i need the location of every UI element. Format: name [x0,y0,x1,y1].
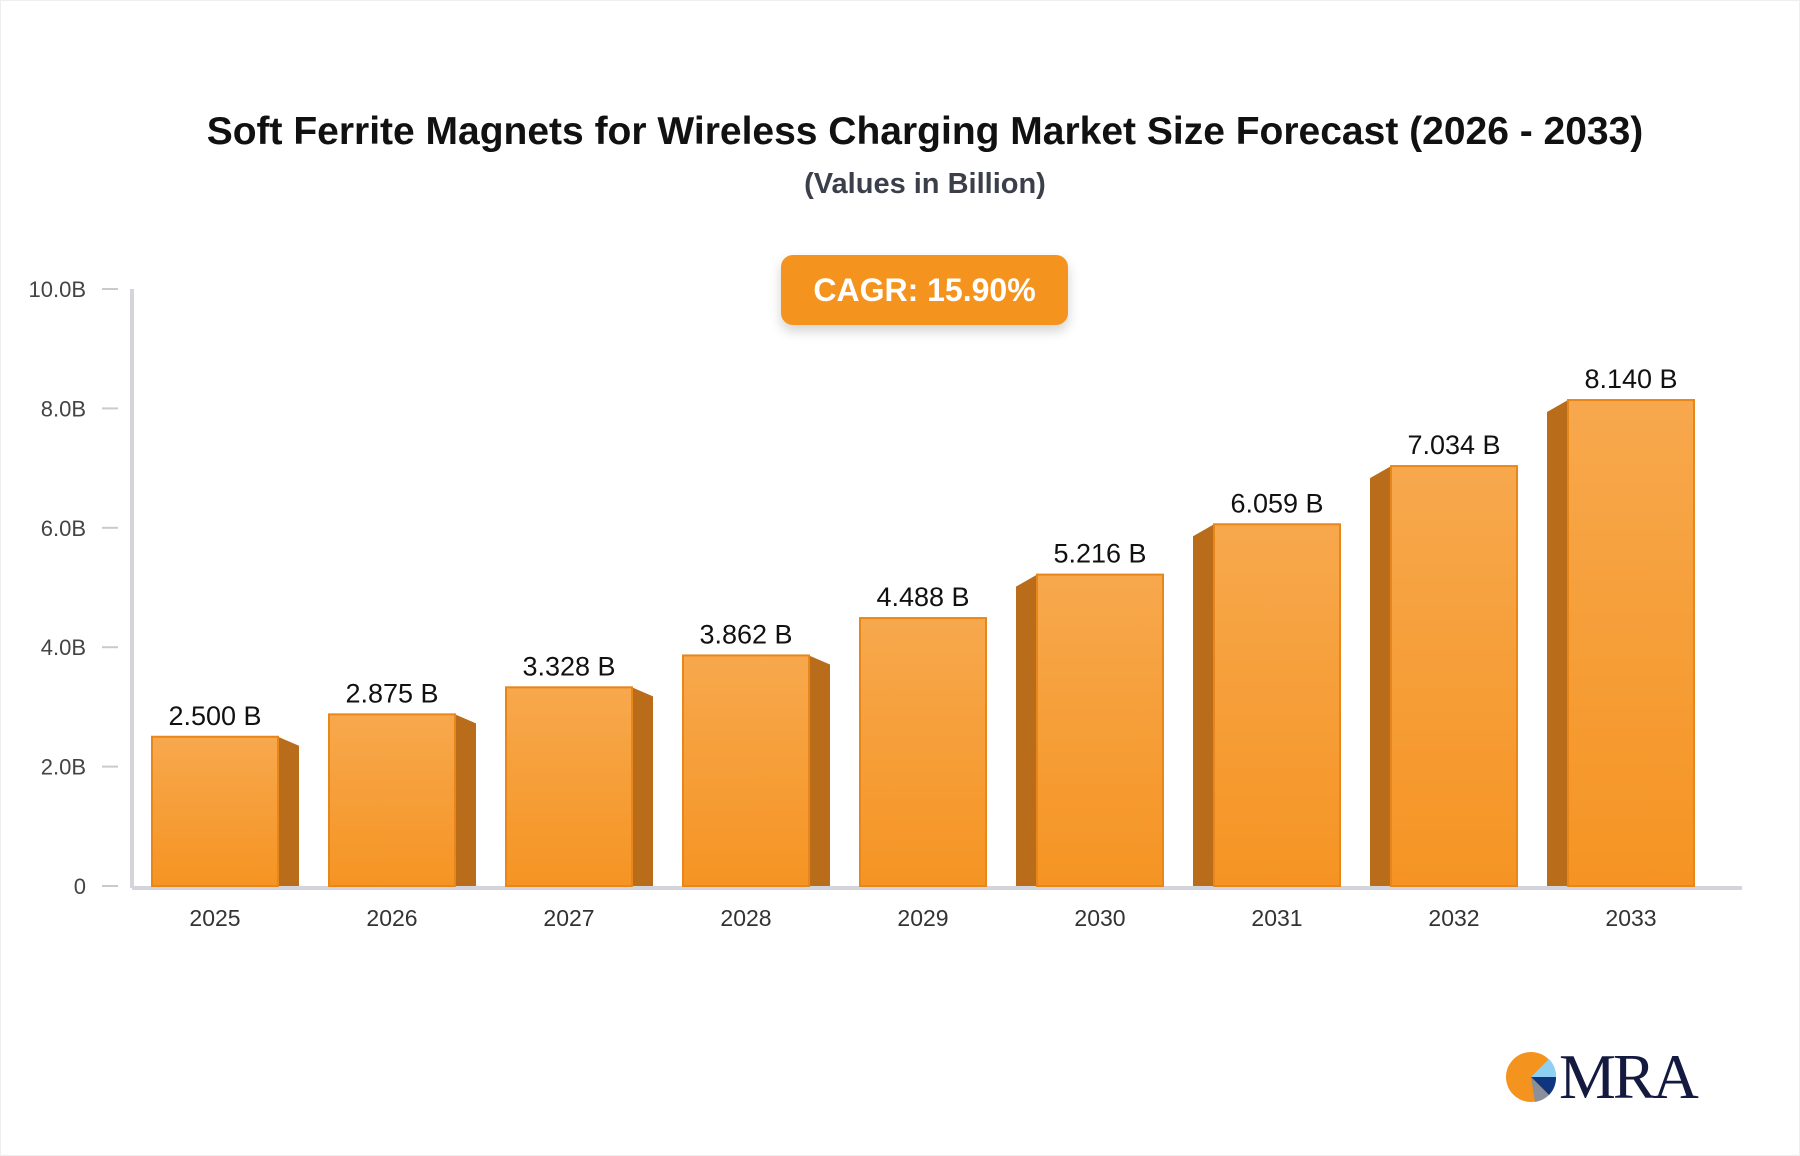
bar-data-label: 2.875 B [345,678,438,708]
bar-side [455,714,476,886]
bar [1390,465,1518,887]
y-tick-label: 10.0B [29,277,87,302]
bar [151,735,279,887]
y-tick-label: 6.0B [41,516,86,541]
y-tick-label: 0 [74,874,86,899]
x-tick-label: 2025 [189,905,240,931]
x-tick-label: 2026 [366,905,417,931]
x-tick-label: 2033 [1605,905,1656,931]
bar-data-label: 4.488 B [876,582,969,612]
x-tick-label: 2032 [1428,905,1479,931]
bar-data-label: 5.216 B [1053,539,1146,569]
mra-logo: MRA [1505,1040,1699,1114]
bar-data-label: 6.059 B [1230,488,1323,518]
bar-side [809,655,830,886]
chart-title: Soft Ferrite Magnets for Wireless Chargi… [206,110,1644,153]
y-tick-label: 8.0B [41,396,86,421]
logo-text: MRA [1559,1041,1699,1112]
bar-data-label: 8.140 B [1584,364,1677,394]
x-tick-label: 2031 [1251,905,1302,931]
x-tick-label: 2030 [1074,905,1125,931]
chart-subtitle: (Values in Billion) [804,168,1046,200]
bar [1036,573,1164,887]
bar-side [1193,524,1214,886]
bar [505,686,633,888]
pie-logo-icon [1506,1052,1557,1102]
bar-side [1370,466,1391,886]
y-tick-label: 4.0B [41,635,86,660]
bar-side [278,736,299,886]
bar [859,617,987,887]
y-tick-label: 2.0B [41,755,86,780]
x-tick-label: 2029 [897,905,948,931]
bar [682,654,810,887]
bar-data-label: 7.034 B [1407,430,1500,460]
bar [1567,399,1695,887]
bar [1213,523,1341,887]
bar [328,713,456,887]
cagr-badge: CAGR: 15.90% [781,255,1068,325]
bar-side [632,687,653,886]
bar-side [1016,574,1037,886]
x-tick-label: 2027 [543,905,594,931]
bar-data-label: 3.328 B [522,651,615,681]
x-tick-label: 2028 [720,905,771,931]
bar-side [1547,400,1568,886]
bar-data-label: 2.500 B [168,701,261,731]
bar-data-label: 3.862 B [699,619,792,649]
